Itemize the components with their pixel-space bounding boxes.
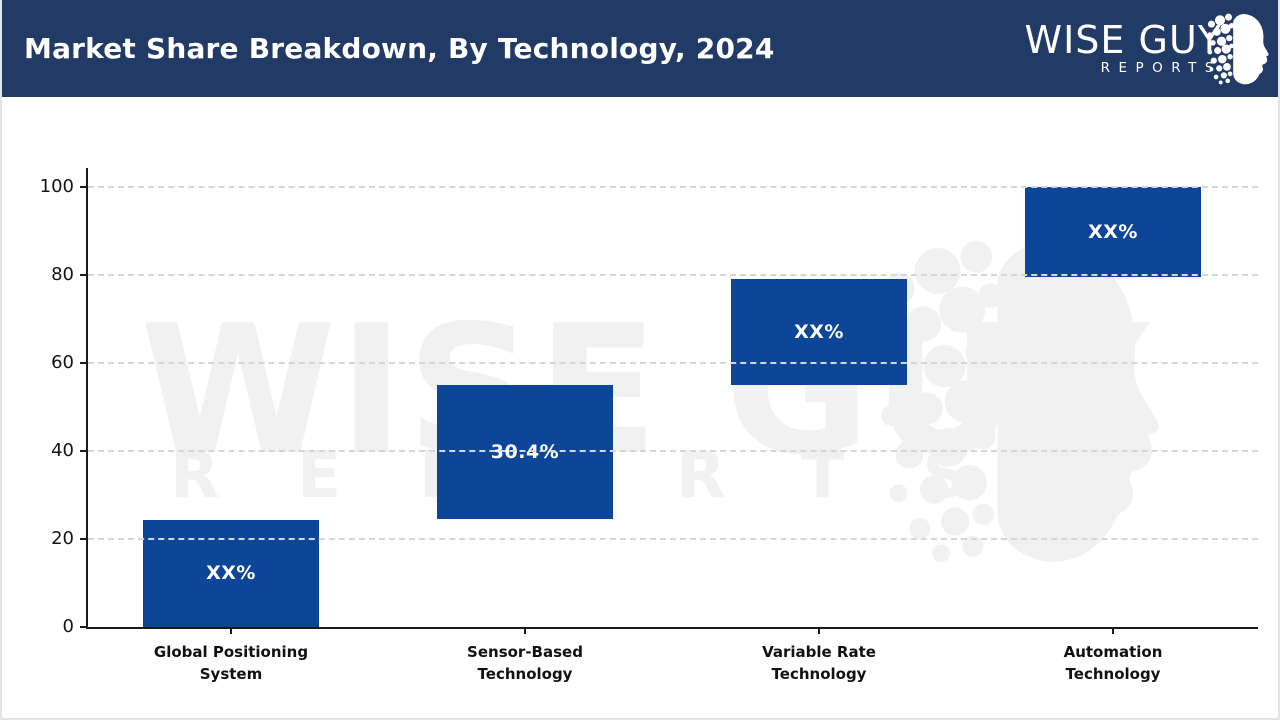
page-title: Market Share Breakdown, By Technology, 2… (24, 32, 775, 65)
logo-reports-text: REPORTS (1100, 60, 1222, 77)
watermark-head-icon (881, 240, 1159, 563)
brand-logo: WISE GUY REPORTS (1025, 10, 1272, 88)
chart-area: WISE GUY REPORTS (2, 97, 1278, 718)
header-bar: Market Share Breakdown, By Technology, 2… (2, 0, 1278, 97)
logo-wiseguy-text: WISE GUY (1024, 17, 1222, 62)
logo-wordmark: WISE GUY REPORTS (1024, 17, 1222, 77)
